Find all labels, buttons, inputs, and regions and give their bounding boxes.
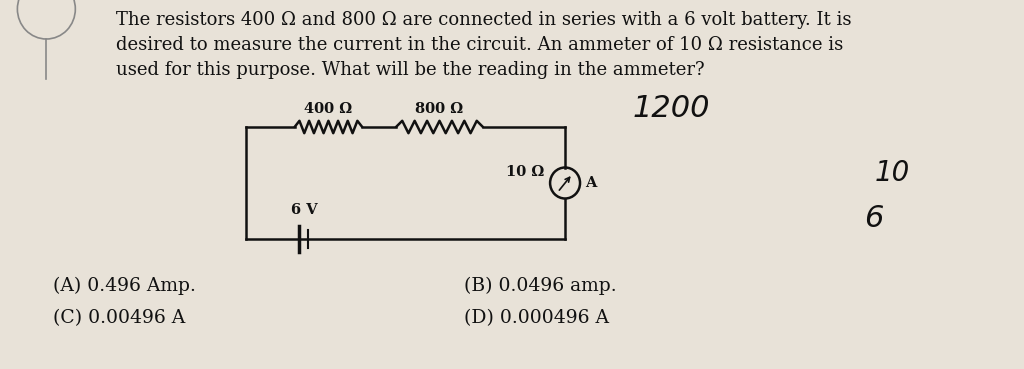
Text: (D) 0.000496 A: (D) 0.000496 A [464,309,608,327]
Text: 1200: 1200 [633,94,711,123]
Text: 6 V: 6 V [291,203,317,217]
Text: 10: 10 [874,159,909,187]
Text: (A) 0.496 Amp.: (A) 0.496 Amp. [53,277,196,295]
Text: (C) 0.00496 A: (C) 0.00496 A [53,309,185,327]
Text: 6: 6 [864,204,884,233]
Text: 400 Ω: 400 Ω [304,102,352,116]
Text: The resistors 400 Ω and 800 Ω are connected in series with a 6 volt battery. It : The resistors 400 Ω and 800 Ω are connec… [116,11,851,29]
Text: desired to measure the current in the circuit. An ammeter of 10 Ω resistance is: desired to measure the current in the ci… [116,36,843,54]
Text: used for this purpose. What will be the reading in the ammeter?: used for this purpose. What will be the … [116,61,705,79]
Text: A: A [585,176,596,190]
Text: (B) 0.0496 amp.: (B) 0.0496 amp. [464,277,616,295]
Text: 10 Ω: 10 Ω [506,165,545,179]
Text: 800 Ω: 800 Ω [416,102,464,116]
